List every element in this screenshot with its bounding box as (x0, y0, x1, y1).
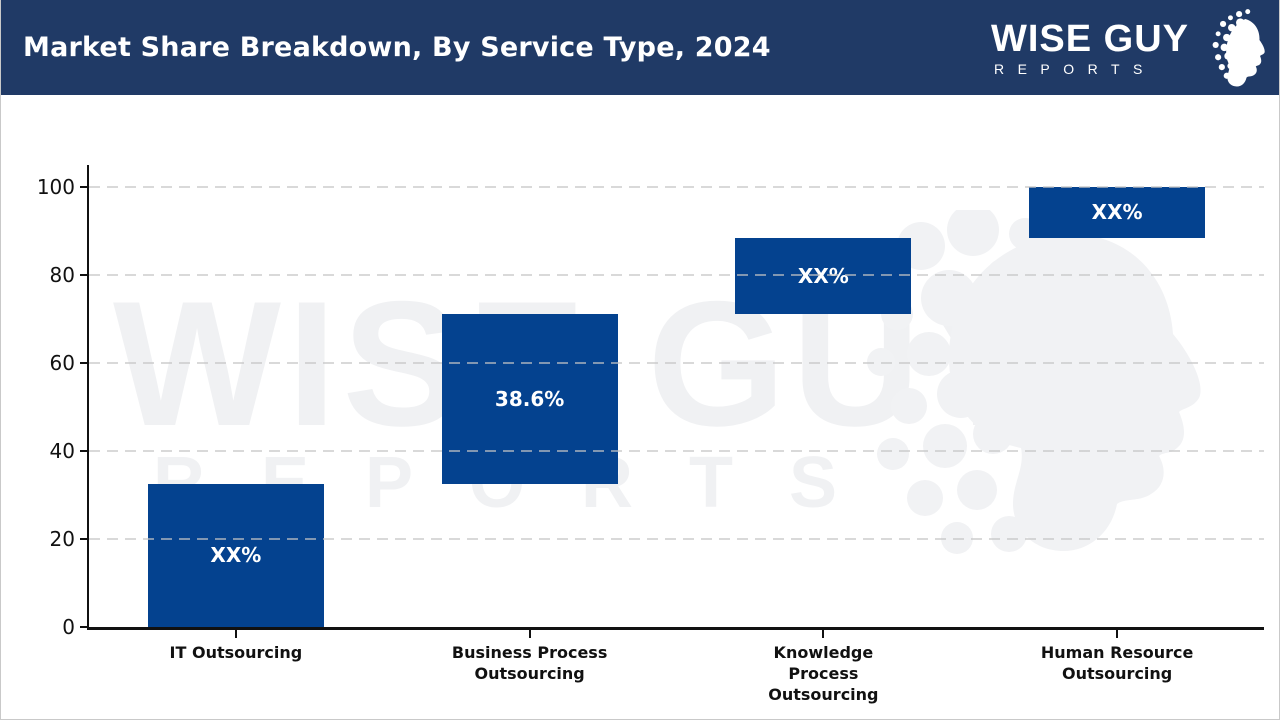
bar-segment: XX% (147, 483, 324, 627)
gridline (89, 274, 1264, 276)
y-tick-mark (80, 626, 88, 628)
x-tick-mark (1116, 630, 1119, 638)
y-tick-label: 100 (36, 175, 75, 199)
y-tick-label: 0 (62, 615, 75, 639)
y-tick-mark (80, 274, 88, 276)
logo-subtitle: REPORTS (993, 60, 1156, 77)
y-tick-label: 40 (49, 439, 75, 463)
y-tick-mark (80, 186, 88, 188)
x-axis (87, 627, 1264, 630)
gridline (89, 450, 1264, 452)
x-tick-mark (234, 630, 237, 638)
x-tick-label: Business Process Outsourcing (451, 643, 608, 683)
bar-value-label: XX% (210, 543, 262, 568)
x-tick-label: Knowledge Process Outsourcing (768, 643, 879, 704)
x-tick-mark (528, 630, 531, 638)
x-tick-label: IT Outsourcing (169, 643, 303, 662)
gridline (89, 538, 1264, 540)
gridline (89, 362, 1264, 364)
wiseguy-face-icon (1212, 8, 1265, 86)
logo-text: WISE GUY REPORTS (991, 20, 1189, 76)
y-tick-mark (80, 362, 88, 364)
x-tick-mark (822, 630, 825, 638)
y-tick-mark (80, 450, 88, 452)
bar-value-label: 38.6% (494, 386, 565, 411)
logo-wordmark: WISE GUY (990, 17, 1189, 60)
bar-value-label: XX% (1091, 200, 1143, 225)
header-bar: Market Share Breakdown, By Service Type,… (1, 0, 1279, 95)
y-tick-mark (80, 538, 88, 540)
x-tick-label: Human Resource Outsourcing (1040, 643, 1194, 683)
bar-segment: 38.6% (441, 313, 618, 484)
y-tick-label: 60 (49, 351, 75, 375)
watermark-face-icon (859, 210, 1201, 554)
y-tick-label: 80 (49, 263, 75, 287)
y-tick-label: 20 (49, 527, 75, 551)
gridline (89, 186, 1264, 188)
y-axis (87, 165, 89, 630)
bar-segment: XX% (1029, 187, 1206, 238)
page-title: Market Share Breakdown, By Service Type,… (23, 32, 771, 63)
wiseguy-logo: WISE GUY REPORTS (991, 7, 1265, 89)
